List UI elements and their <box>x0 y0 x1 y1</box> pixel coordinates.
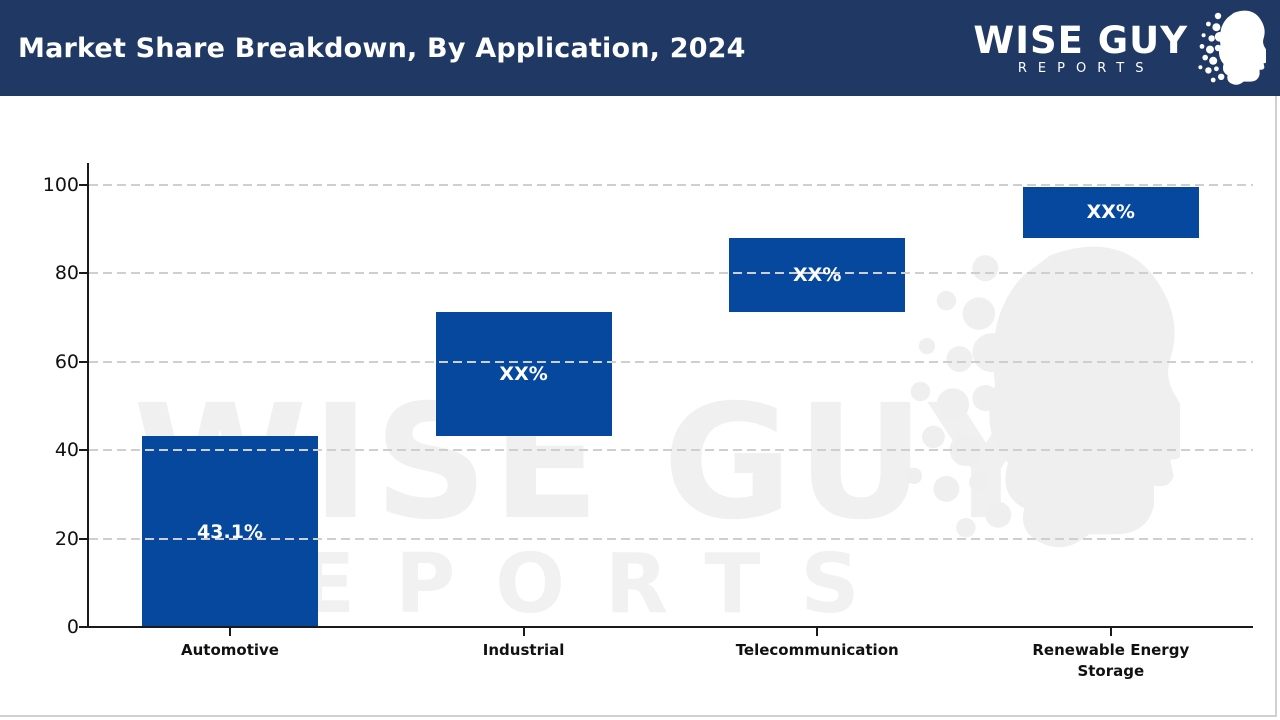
brand-name: WISE GUY <box>973 18 1188 62</box>
bar-value-label: XX% <box>499 363 548 386</box>
gridline <box>89 537 1253 540</box>
brand-logo: WISE GUY REPORTS <box>973 8 1266 88</box>
bar-value-label: XX% <box>793 263 842 286</box>
y-tick <box>79 449 87 452</box>
bar-segment <box>142 436 318 627</box>
page-title: Market Share Breakdown, By Application, … <box>18 32 746 64</box>
brand-head-icon <box>1198 10 1266 85</box>
x-tick <box>816 628 819 636</box>
y-tick <box>79 272 87 275</box>
frame-border-right <box>1275 96 1277 717</box>
category-label: Renewable Energy Storage <box>1032 641 1190 680</box>
bar-value-label: 43.1% <box>197 520 263 543</box>
y-tick <box>79 626 87 628</box>
bar-segment <box>1022 186 1199 239</box>
gridline <box>89 184 1253 186</box>
watermark-head-icon <box>905 246 1180 548</box>
bar-segment <box>435 311 612 437</box>
gridline <box>89 449 1253 452</box>
y-tick-label: 60 <box>54 350 79 373</box>
bar-segment <box>729 238 906 312</box>
brand-logo-text: WISE GUY REPORTS <box>973 22 1188 75</box>
bar-value-label: XX% <box>1086 201 1135 224</box>
header-bar: Market Share Breakdown, By Application, … <box>0 0 1280 96</box>
category-label: Telecommunication <box>735 641 899 659</box>
x-tick <box>522 628 525 636</box>
y-tick <box>79 360 87 363</box>
y-tick <box>79 184 87 186</box>
frame-border-bottom <box>0 715 1277 717</box>
y-tick-label: 80 <box>54 262 79 285</box>
y-tick-label: 100 <box>42 174 79 196</box>
y-tick-label: 20 <box>54 527 79 550</box>
y-tick-label: 0 <box>66 616 79 638</box>
y-tick-label: 40 <box>54 439 79 462</box>
gridline <box>89 360 1253 363</box>
category-label: Industrial <box>482 641 565 659</box>
y-axis-spine <box>87 163 89 628</box>
gridline <box>89 272 1253 275</box>
category-label: Automotive <box>181 641 279 659</box>
x-axis-spine <box>87 626 1253 628</box>
x-tick <box>229 628 231 636</box>
brand-subname: REPORTS <box>1017 60 1155 76</box>
x-tick <box>1109 628 1112 636</box>
y-tick <box>79 537 87 540</box>
